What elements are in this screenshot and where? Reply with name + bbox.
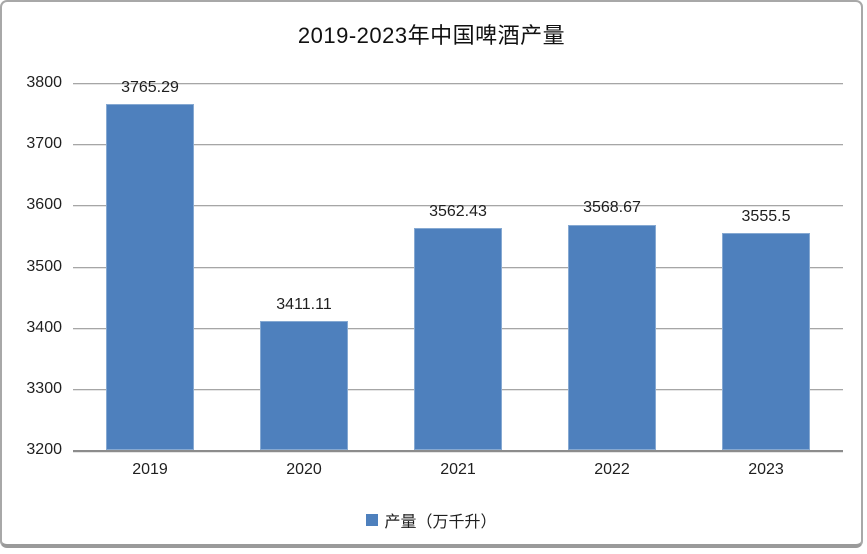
plot-area — [73, 83, 843, 452]
legend-marker-icon — [366, 514, 379, 526]
bar-value-label: 3568.67 — [583, 199, 641, 217]
x-axis-line — [73, 450, 843, 452]
y-axis-tick-label: 3400 — [26, 318, 62, 336]
bar-2020 — [260, 320, 348, 450]
x-axis-label: 2022 — [594, 461, 630, 478]
bar-value-label: 3555.5 — [741, 207, 791, 225]
legend-label: 产量（万千升） — [384, 514, 497, 531]
bar-value-label: 3765.29 — [121, 79, 179, 97]
x-axis-label: 2020 — [286, 461, 322, 478]
bar-2019 — [106, 104, 194, 450]
x-axis-label: 2019 — [132, 461, 168, 478]
gridline — [73, 205, 843, 207]
y-axis-tick-label: 3300 — [26, 379, 62, 397]
legend: 产量（万千升） — [2, 508, 861, 532]
gridline — [73, 83, 843, 84]
bar-value-label: 3562.43 — [429, 203, 487, 221]
bar-2021 — [414, 228, 502, 450]
y-axis-tick-label: 3500 — [26, 257, 62, 275]
x-axis-label: 2023 — [748, 461, 784, 478]
y-axis-tick-label: 3700 — [26, 135, 62, 153]
y-axis-tick-label: 3600 — [26, 196, 62, 214]
y-axis-tick-label: 3200 — [26, 441, 62, 458]
bar-value-label: 3411.11 — [276, 295, 332, 313]
chart-title: 2019-2023年中国啤酒产量 — [297, 23, 566, 48]
bar-2023 — [722, 232, 810, 450]
y-axis-tick-label: 3800 — [26, 74, 62, 91]
gridline — [73, 144, 843, 146]
bar-2022 — [568, 224, 656, 450]
x-axis-label: 2021 — [440, 461, 476, 478]
